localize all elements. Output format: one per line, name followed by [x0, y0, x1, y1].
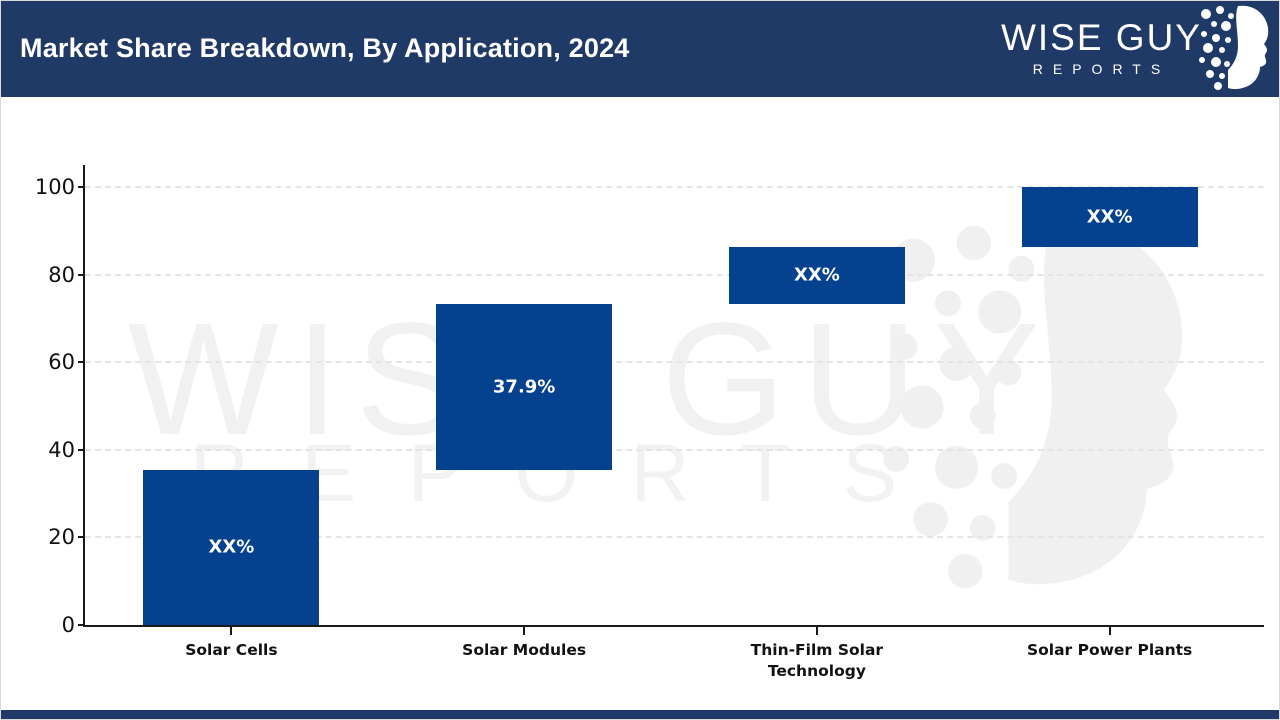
bar-value-label: XX%: [208, 536, 255, 558]
bar-solar-power-plants: XX%: [1021, 187, 1198, 247]
y-tick-label: 40: [48, 437, 75, 462]
bar-thin-film-solar-technology: XX%: [728, 246, 905, 304]
x-tick: [230, 627, 233, 635]
y-tick: [78, 624, 85, 626]
x-category-label: Thin-Film Solar Technology: [750, 641, 884, 680]
footer-bar: [0, 710, 1280, 720]
dotted-face-icon: [1199, 5, 1269, 90]
y-tick: [78, 273, 85, 276]
logo-wordmark: WISE GUY: [1000, 17, 1202, 58]
bar-value-label: 37.9%: [492, 376, 556, 397]
y-tick-label: 100: [34, 175, 75, 199]
x-tick: [523, 627, 526, 635]
x-category-label: Solar Power Plants: [1026, 641, 1193, 659]
x-category-label: Solar Cells: [185, 641, 278, 659]
bar-value-label: XX%: [793, 264, 840, 286]
page-title: Market Share Breakdown, By Application, …: [20, 33, 630, 63]
y-tick: [78, 448, 85, 451]
logo-text: WISE GUY REPORTS: [1001, 18, 1202, 78]
y-axis-line: [83, 165, 85, 627]
bar-solar-cells: XX%: [143, 469, 320, 625]
x-category-label: Solar Modules: [462, 641, 587, 659]
gridline-y-40: [85, 448, 1264, 451]
gridline-y-100: [85, 186, 1264, 188]
x-axis-line: [83, 625, 1264, 627]
y-tick: [78, 536, 85, 539]
bar-value-label: XX%: [1086, 206, 1133, 228]
bar-solar-modules: 37.9%: [436, 303, 613, 470]
y-tick-label: 60: [48, 350, 75, 375]
y-tick-label: 80: [48, 262, 75, 287]
y-tick: [78, 186, 85, 188]
gridline-y-60: [85, 361, 1264, 364]
y-tick-label: 20: [48, 525, 75, 550]
y-tick: [78, 361, 85, 364]
gridline-y-20: [85, 536, 1264, 539]
y-tick-label: 0: [61, 613, 75, 637]
header-bar: Market Share Breakdown, By Application, …: [0, 0, 1280, 97]
wise-guy-reports-logo: WISE GUY REPORTS: [1001, 0, 1272, 97]
x-tick: [815, 627, 818, 635]
gridline-y-80: [85, 273, 1264, 276]
x-tick: [1108, 627, 1111, 635]
logo-subtitle: REPORTS: [1032, 61, 1171, 77]
